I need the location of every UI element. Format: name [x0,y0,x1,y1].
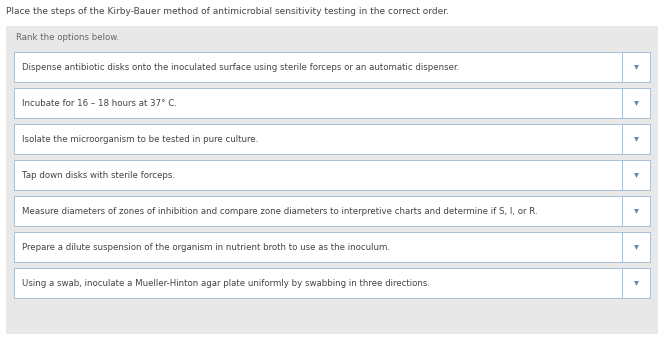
Text: Rank the options below.: Rank the options below. [16,33,119,42]
Text: Dispense antibiotic disks onto the inoculated surface using sterile forceps or a: Dispense antibiotic disks onto the inocu… [22,63,459,72]
Bar [14,52,650,82]
Bar [14,160,650,190]
Bar [14,124,650,154]
Text: Isolate the microorganism to be tested in pure culture.: Isolate the microorganism to be tested i… [22,135,258,144]
Text: Measure diameters of zones of inhibition and compare zone diameters to interpret: Measure diameters of zones of inhibition… [22,207,538,216]
Text: Using a swab, inoculate a Mueller-Hinton agar plate uniformly by swabbing in thr: Using a swab, inoculate a Mueller-Hinton… [22,279,430,288]
Bar [14,88,650,118]
Text: Incubate for 16 – 18 hours at 37° C.: Incubate for 16 – 18 hours at 37° C. [22,98,177,107]
Bar [14,268,650,298]
Text: Tap down disks with sterile forceps.: Tap down disks with sterile forceps. [22,170,175,179]
Bar [14,232,650,262]
Text: Prepare a dilute suspension of the organism in nutrient broth to use as the inoc: Prepare a dilute suspension of the organ… [22,242,390,251]
Bar [14,196,650,226]
Text: Place the steps of the Kirby-Bauer method of antimicrobial sensitivity testing i: Place the steps of the Kirby-Bauer metho… [6,7,449,16]
